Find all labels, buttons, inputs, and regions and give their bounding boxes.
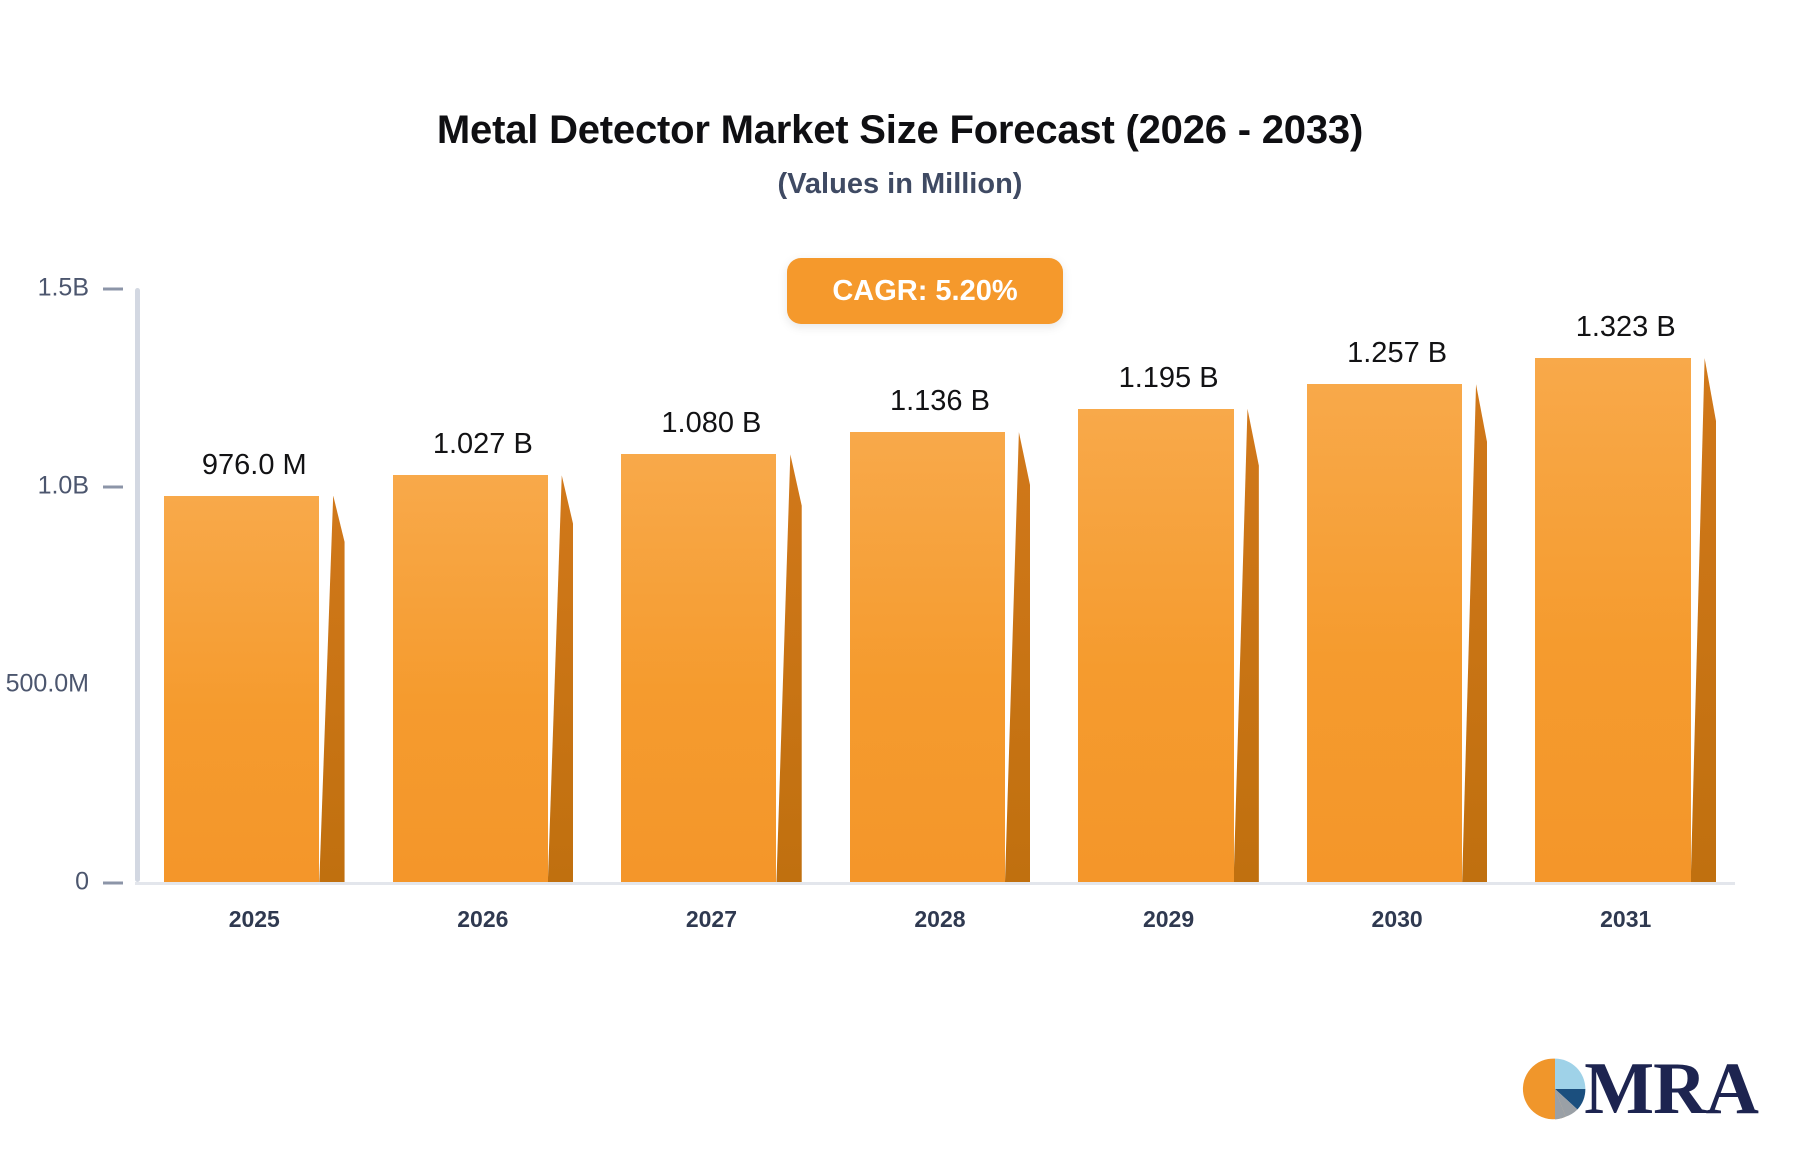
bar-series: 976.0 M 1.027 B 1.080 B 1.136 B 1.195 B 1.257…: [140, 288, 1735, 882]
bar-item: 976.0 M: [164, 288, 345, 882]
bar: [1306, 384, 1488, 882]
bar: [1078, 408, 1259, 882]
x-axis-tick-label: 2026: [457, 906, 509, 932]
bar-front-face: [164, 495, 320, 882]
bar-item: 1.195 B: [1078, 288, 1259, 882]
y-axis-tick-dash: [103, 881, 123, 885]
bar-side-face: [547, 475, 574, 882]
bar-front-face: [849, 432, 1005, 882]
x-axis-tick-label: 2027: [685, 906, 737, 932]
bar-value-label: 1.027 B: [432, 428, 533, 461]
bar-item: 1.080 B: [621, 288, 802, 882]
bar-side-face: [776, 454, 802, 882]
bar-side-face: [1005, 432, 1031, 882]
cagr-badge: CAGR: 5.20%: [787, 258, 1063, 324]
y-axis-tick: 1.0B: [38, 472, 135, 501]
logo-text: MRA: [1584, 1047, 1759, 1130]
page-title: Metal Detector Market Size Forecast (202…: [436, 108, 1364, 152]
bar-value-label: 1.323 B: [1575, 311, 1676, 344]
y-axis-line: [135, 288, 140, 882]
bar: [1535, 358, 1716, 882]
bar: [849, 432, 1031, 882]
y-axis-tick-label: 0: [75, 867, 89, 896]
bar-value-label: 1.136 B: [889, 385, 990, 418]
x-axis-tick-label: 2029: [1142, 906, 1195, 932]
y-axis-tick: 500.0M: [6, 670, 135, 699]
y-axis-tick-dash: [103, 485, 123, 489]
pie-chart-icon: [1523, 1058, 1586, 1120]
bar-front-face: [392, 475, 548, 882]
bar-value-label: 976.0 M: [201, 448, 307, 481]
page-subtitle: (Values in Million): [777, 168, 1023, 200]
bar: [621, 454, 802, 882]
bar-front-face: [621, 454, 777, 882]
mra-logo: MRA: [1522, 1047, 1759, 1130]
bar-front-face: [1306, 384, 1463, 882]
bar-value-label: 1.195 B: [1118, 361, 1219, 394]
bar-side-face: [319, 495, 345, 882]
bar-value-label: 1.257 B: [1347, 337, 1448, 370]
y-axis-tick-dash: [103, 287, 123, 291]
plot-area: 0 500.0M 1.0B 1.5B 976.0 M 1.027 B 1.080 B 1.1…: [6, 274, 1735, 932]
bar-front-face: [1535, 358, 1691, 882]
bar-item: 1.257 B: [1306, 288, 1488, 882]
bar: [164, 495, 345, 882]
bar-side-face: [1233, 408, 1259, 882]
bar-item: 1.027 B: [392, 288, 574, 882]
bar-side-face: [1690, 358, 1716, 882]
y-axis-tick: 0: [75, 868, 135, 897]
x-axis-tick-label: 2030: [1371, 906, 1423, 932]
y-axis-tick-label: 1.0B: [37, 471, 89, 500]
x-axis-tick-label: 2031: [1600, 906, 1652, 932]
y-axis-tick-label: 1.5B: [37, 273, 89, 302]
cagr-badge-label: CAGR: 5.20%: [832, 274, 1018, 307]
x-axis-tick-label: 2028: [914, 906, 966, 932]
x-axis-tick-label: 2025: [228, 906, 280, 932]
bar-front-face: [1078, 408, 1234, 882]
y-axis-tick-label: 500.0M: [5, 669, 89, 698]
bar-item: 1.136 B: [849, 288, 1031, 882]
x-axis-line: [135, 882, 1735, 885]
y-axis-tick-dash: [103, 683, 123, 686]
bar-side-face: [1462, 384, 1488, 882]
bar-item: 1.323 B: [1535, 288, 1716, 882]
bar: [392, 475, 574, 882]
bar-value-label: 1.080 B: [661, 407, 762, 440]
y-axis-tick: 1.5B: [38, 274, 135, 303]
